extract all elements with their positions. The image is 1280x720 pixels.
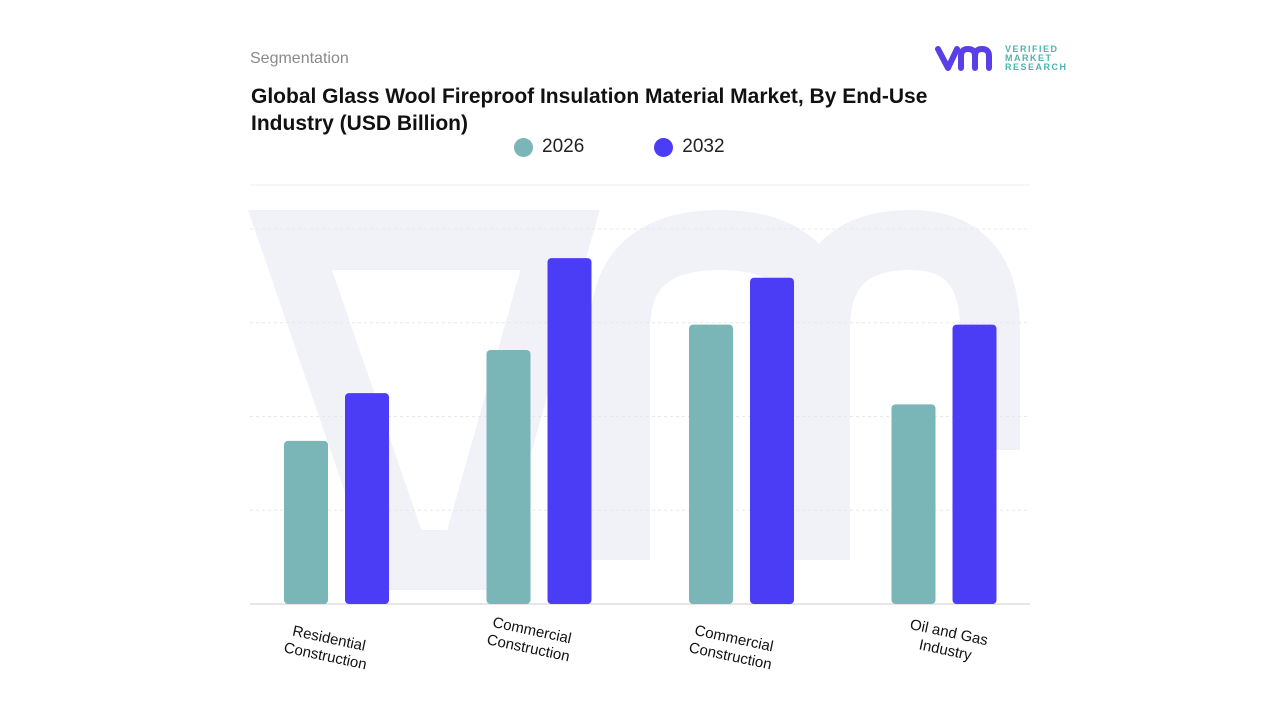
logo-line2: MARKET bbox=[1005, 52, 1053, 63]
legend-item-2026: 2026 bbox=[514, 136, 584, 158]
bar-2032 bbox=[547, 258, 592, 604]
bar-2032 bbox=[750, 277, 794, 604]
legend-swatch-2032 bbox=[654, 137, 674, 157]
bar-2026 bbox=[284, 440, 328, 604]
legend-label-2032: 2032 bbox=[682, 136, 725, 157]
logo-line1: VERIFIED bbox=[1005, 43, 1059, 54]
logo-line3: RESEARCH bbox=[1005, 61, 1068, 72]
chart-title: Global Glass Wool Fireproof Insulation M… bbox=[251, 85, 928, 135]
bar-2032 bbox=[345, 393, 389, 604]
vmr-logo-icon bbox=[935, 46, 992, 71]
legend: 2026 2032 bbox=[514, 136, 725, 158]
legend-swatch-2026 bbox=[514, 137, 533, 157]
watermark bbox=[247, 209, 1020, 590]
bar-2026 bbox=[689, 324, 733, 604]
bar-2032 bbox=[952, 324, 997, 604]
vmr-logo: VERIFIED MARKET RESEARCH bbox=[935, 44, 1068, 72]
legend-item-2032: 2032 bbox=[654, 136, 725, 158]
legend-label-2026: 2026 bbox=[542, 136, 585, 157]
bar-2026 bbox=[891, 404, 936, 604]
bar-2026 bbox=[486, 349, 531, 604]
section-label: Segmentation bbox=[250, 50, 349, 67]
